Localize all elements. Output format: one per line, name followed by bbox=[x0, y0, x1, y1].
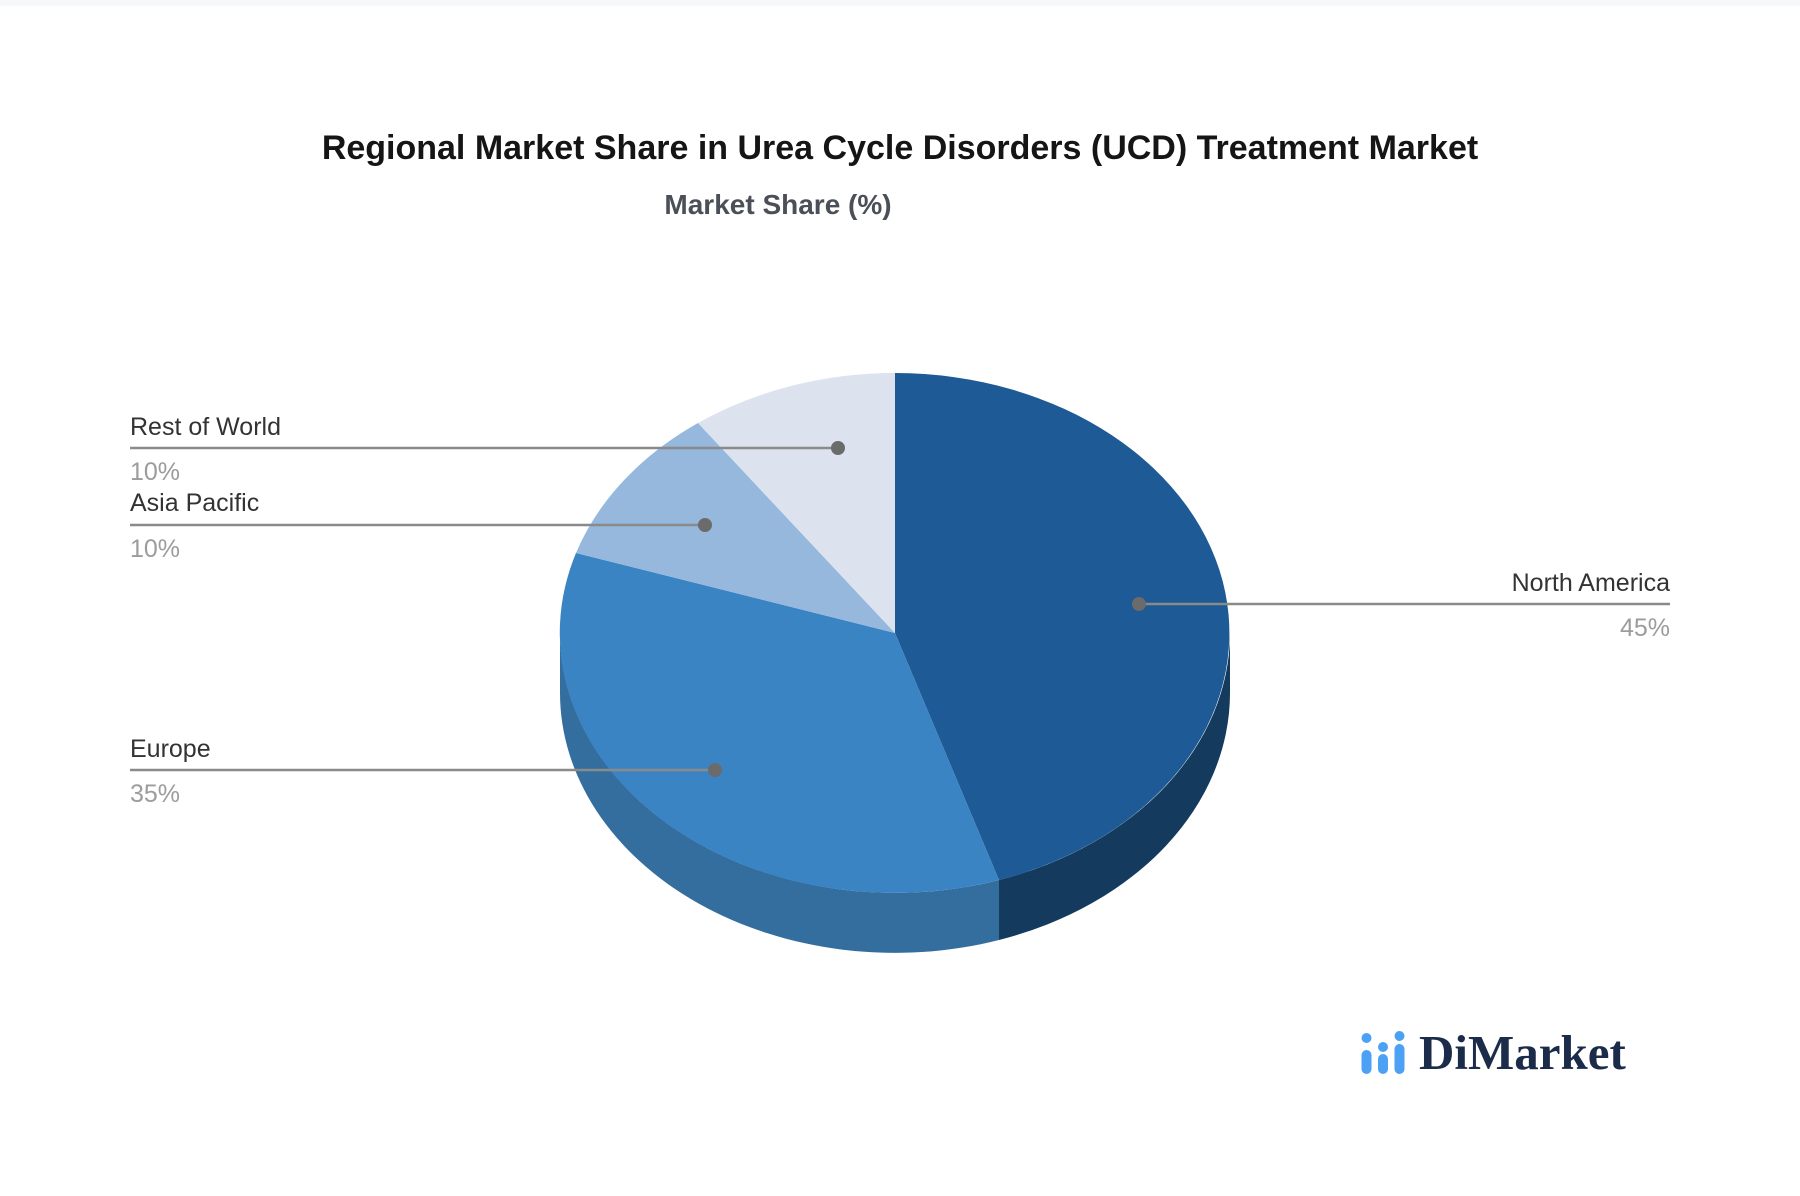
pie-slice-north-america bbox=[895, 373, 1230, 880]
callout-value-asia-pacific: 10% bbox=[130, 535, 181, 563]
callout-value-north-america: 45% bbox=[1619, 614, 1670, 642]
callout-label-north-america: North America bbox=[1511, 569, 1670, 597]
pie-slice-asia-pacific bbox=[576, 423, 895, 633]
pie-slice-north-america-side-wall bbox=[999, 633, 1230, 940]
chart-subtitle: Market Share (%) bbox=[664, 189, 892, 220]
pie-slice-rest-of-world bbox=[698, 373, 895, 633]
pie-slice-europe-side-wall bbox=[560, 633, 999, 953]
logo-text: DiMarket bbox=[1419, 1025, 1626, 1080]
brand-logo: DiMarket bbox=[1360, 1028, 1626, 1077]
window-top-strip bbox=[0, 0, 1800, 6]
logo-bar-chart-icon bbox=[1361, 1031, 1405, 1074]
callout-dot-europe bbox=[708, 763, 722, 777]
callout-label-europe: Europe bbox=[130, 735, 211, 763]
callout-label-asia-pacific: Asia Pacific bbox=[130, 489, 260, 517]
callout-value-rest-of-world: 10% bbox=[130, 458, 181, 486]
callout-dot-asia-pacific bbox=[698, 518, 712, 532]
chart-title: Regional Market Share in Urea Cycle Diso… bbox=[321, 129, 1479, 167]
callout-dot-rest-of-world bbox=[831, 441, 845, 455]
pie-slice-europe bbox=[559, 553, 999, 893]
callout-dot-north-america bbox=[1132, 597, 1146, 611]
callout-value-europe: 35% bbox=[130, 780, 181, 808]
callout-label-rest-of-world: Rest of World bbox=[130, 413, 281, 441]
